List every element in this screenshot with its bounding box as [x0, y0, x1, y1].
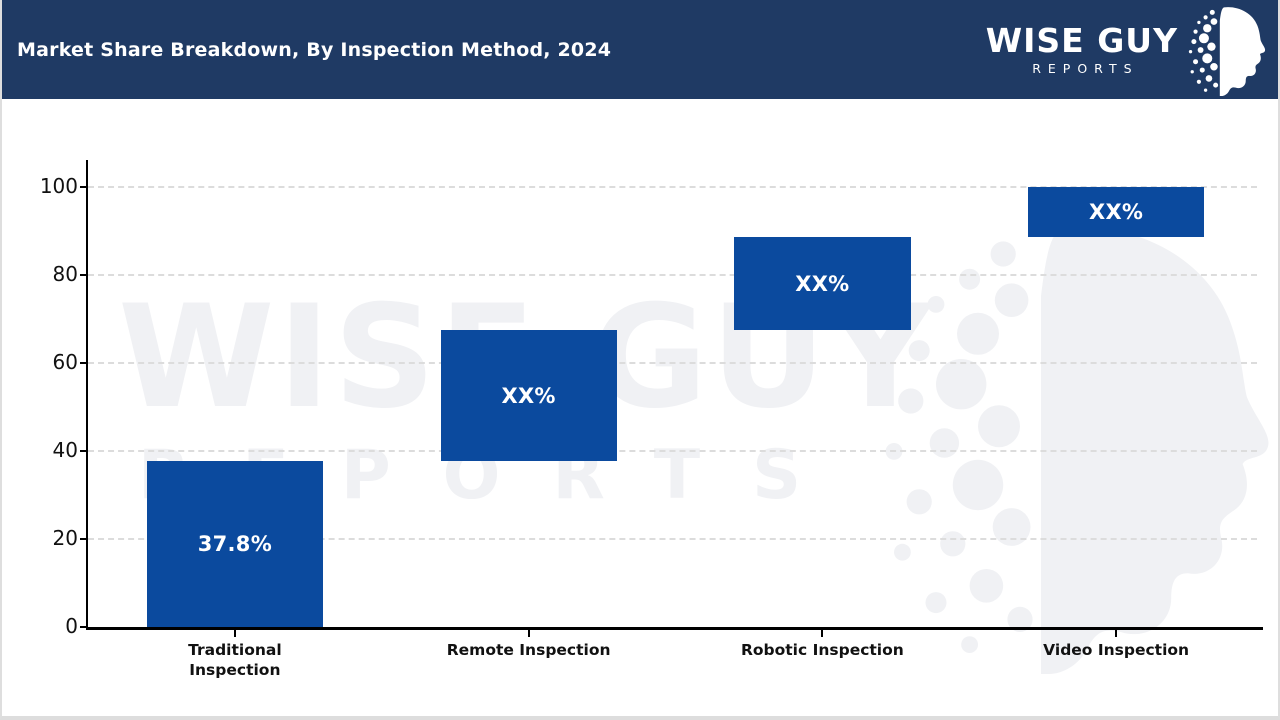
bar: XX%	[1028, 187, 1205, 238]
y-gridline	[88, 538, 1257, 540]
dotted-head-icon	[1188, 6, 1266, 96]
x-tick-mark	[1115, 629, 1118, 637]
bar-value-label: 37.8%	[197, 531, 273, 556]
page-title: Market Share Breakdown, By Inspection Me…	[17, 38, 612, 61]
y-gridline	[88, 186, 1257, 188]
logo-brand-name: WISE GUY	[985, 20, 1178, 60]
wise-guy-reports-logo: WISE GUY REPORTS	[986, 4, 1266, 96]
header-bar: Market Share Breakdown, By Inspection Me…	[0, 0, 1280, 99]
waterfall-chart: 0 20 40 60 80 100 37.8% Traditional Inspection XX…	[0, 99, 1280, 720]
y-gridline	[88, 450, 1257, 452]
bar: XX%	[734, 237, 911, 331]
bar-value-label: XX%	[1088, 200, 1144, 225]
y-tick-label: 20	[52, 526, 78, 550]
y-tick-mark	[80, 274, 88, 276]
y-tick-mark	[80, 626, 88, 628]
y-gridline	[88, 274, 1257, 276]
bar: XX%	[440, 330, 617, 461]
y-tick-mark	[80, 186, 88, 188]
y-tick-label: 80	[52, 262, 78, 286]
x-category-label: Traditional Inspection	[188, 641, 282, 679]
x-tick-mark	[821, 629, 824, 637]
y-tick-mark	[80, 450, 88, 452]
x-tick-mark	[233, 629, 236, 637]
y-axis-spine	[86, 160, 88, 629]
x-tick-mark	[527, 629, 530, 637]
x-category-label: Video Inspection	[1043, 641, 1190, 659]
x-category-label: Remote Inspection	[446, 641, 611, 659]
logo-text: WISE GUY REPORTS	[985, 20, 1178, 76]
bar-value-label: XX%	[501, 383, 556, 408]
bar: 37.8%	[146, 460, 323, 627]
y-tick-label: 0	[65, 614, 78, 638]
bar-value-label: XX%	[795, 271, 850, 296]
y-tick-mark	[80, 362, 88, 364]
y-tick-label: 60	[52, 350, 78, 374]
y-tick-label: 40	[52, 438, 78, 462]
logo-subtitle: REPORTS	[1032, 60, 1139, 76]
y-tick-label: 100	[39, 174, 78, 198]
x-axis-spine	[86, 627, 1263, 630]
x-category-label: Robotic Inspection	[740, 641, 904, 659]
y-gridline	[88, 362, 1257, 364]
y-tick-mark	[80, 538, 88, 540]
